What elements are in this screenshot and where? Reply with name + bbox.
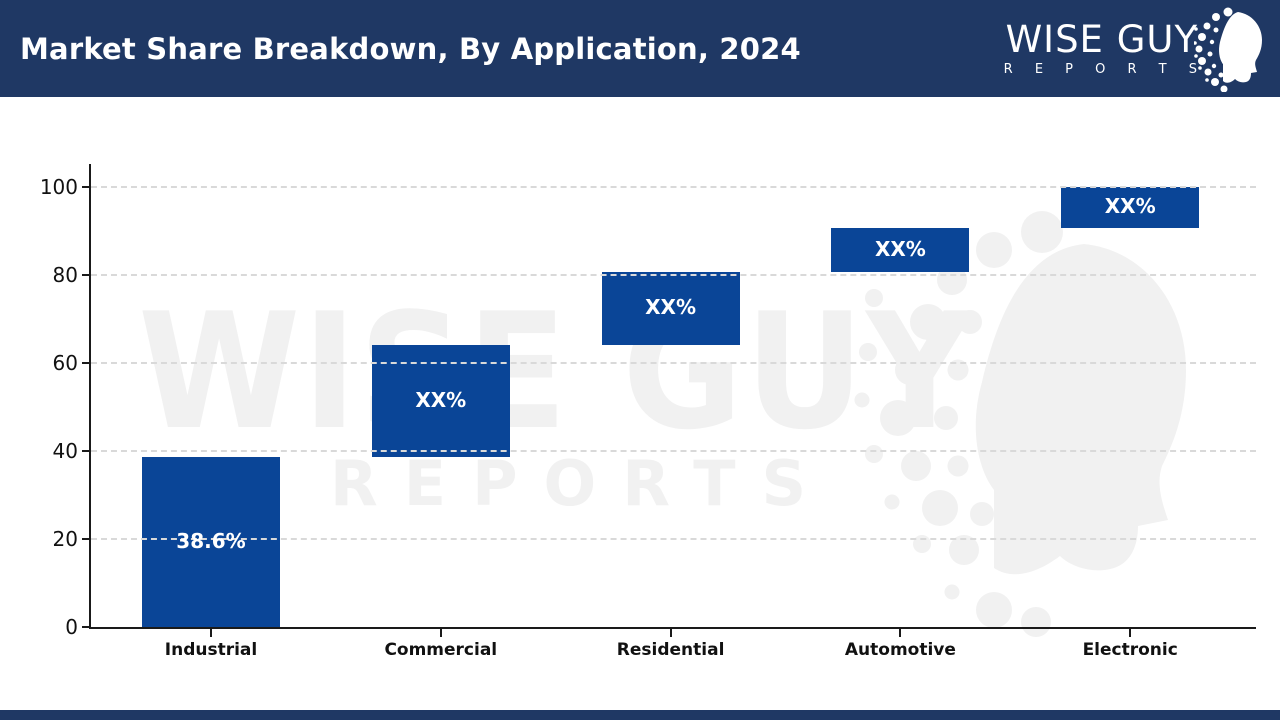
y-tick-mark (82, 450, 89, 452)
y-tick-mark (82, 186, 89, 188)
x-tick-mark (210, 629, 212, 637)
watermark-face-graphic (854, 211, 1186, 637)
x-tick-mark (669, 629, 672, 637)
bar-automotive (831, 227, 970, 272)
y-tick-label: 80 (52, 263, 78, 287)
y-tick-mark (82, 362, 89, 364)
x-tick-mark (1129, 629, 1132, 637)
logo-text: WISE GUY R E P O R T S (998, 21, 1206, 77)
category-label-commercial: Commercial (384, 640, 498, 660)
bar-value-label: XX% (645, 295, 697, 320)
y-tick-mark (82, 626, 89, 628)
bar-value-label: 38.6% (176, 529, 246, 554)
y-tick-label: 40 (52, 439, 78, 463)
category-label-industrial: Industrial (164, 640, 258, 660)
gridline-80 (91, 274, 1256, 276)
wise-guy-reports-logo: WISE GUY R E P O R T S (998, 6, 1266, 92)
bar-value-label: XX% (415, 388, 467, 413)
footer-bar (0, 710, 1280, 720)
x-axis-line (89, 627, 1256, 629)
logo-face-icon (1194, 7, 1262, 92)
bar-electronic (1061, 187, 1200, 228)
gridline-20 (91, 538, 1256, 540)
y-tick-mark (82, 538, 89, 540)
category-label-automotive: Automotive (844, 640, 956, 660)
y-tick-label: 0 (65, 615, 78, 639)
y-tick-label: 60 (52, 351, 78, 375)
bar-industrial (142, 457, 280, 627)
x-tick-mark (899, 629, 902, 637)
x-tick-mark (439, 629, 442, 637)
watermark-text-wiseguy: WISE GUY (138, 278, 975, 465)
gridline-40 (91, 450, 1256, 452)
category-label-residential: Residential (616, 640, 725, 660)
gridline-100 (91, 186, 1256, 188)
gridline-60 (91, 362, 1256, 364)
header-bar: Market Share Breakdown, By Application, … (0, 0, 1280, 97)
logo-wiseguy-label: WISE GUY (1005, 17, 1199, 61)
y-tick-mark (82, 274, 89, 276)
category-label-electronic: Electronic (1082, 640, 1178, 660)
y-tick-label: 100 (39, 175, 78, 199)
y-tick-label: 20 (52, 527, 78, 551)
page-title: Market Share Breakdown, By Application, … (20, 31, 801, 66)
y-axis-line (89, 164, 91, 629)
watermark-text-reports: REPORTS (330, 447, 833, 520)
bar-value-label: XX% (874, 236, 926, 261)
bar-value-label: XX% (1104, 194, 1156, 219)
logo-reports-label: R E P O R T S (1003, 61, 1206, 77)
bar-residential (601, 271, 740, 345)
